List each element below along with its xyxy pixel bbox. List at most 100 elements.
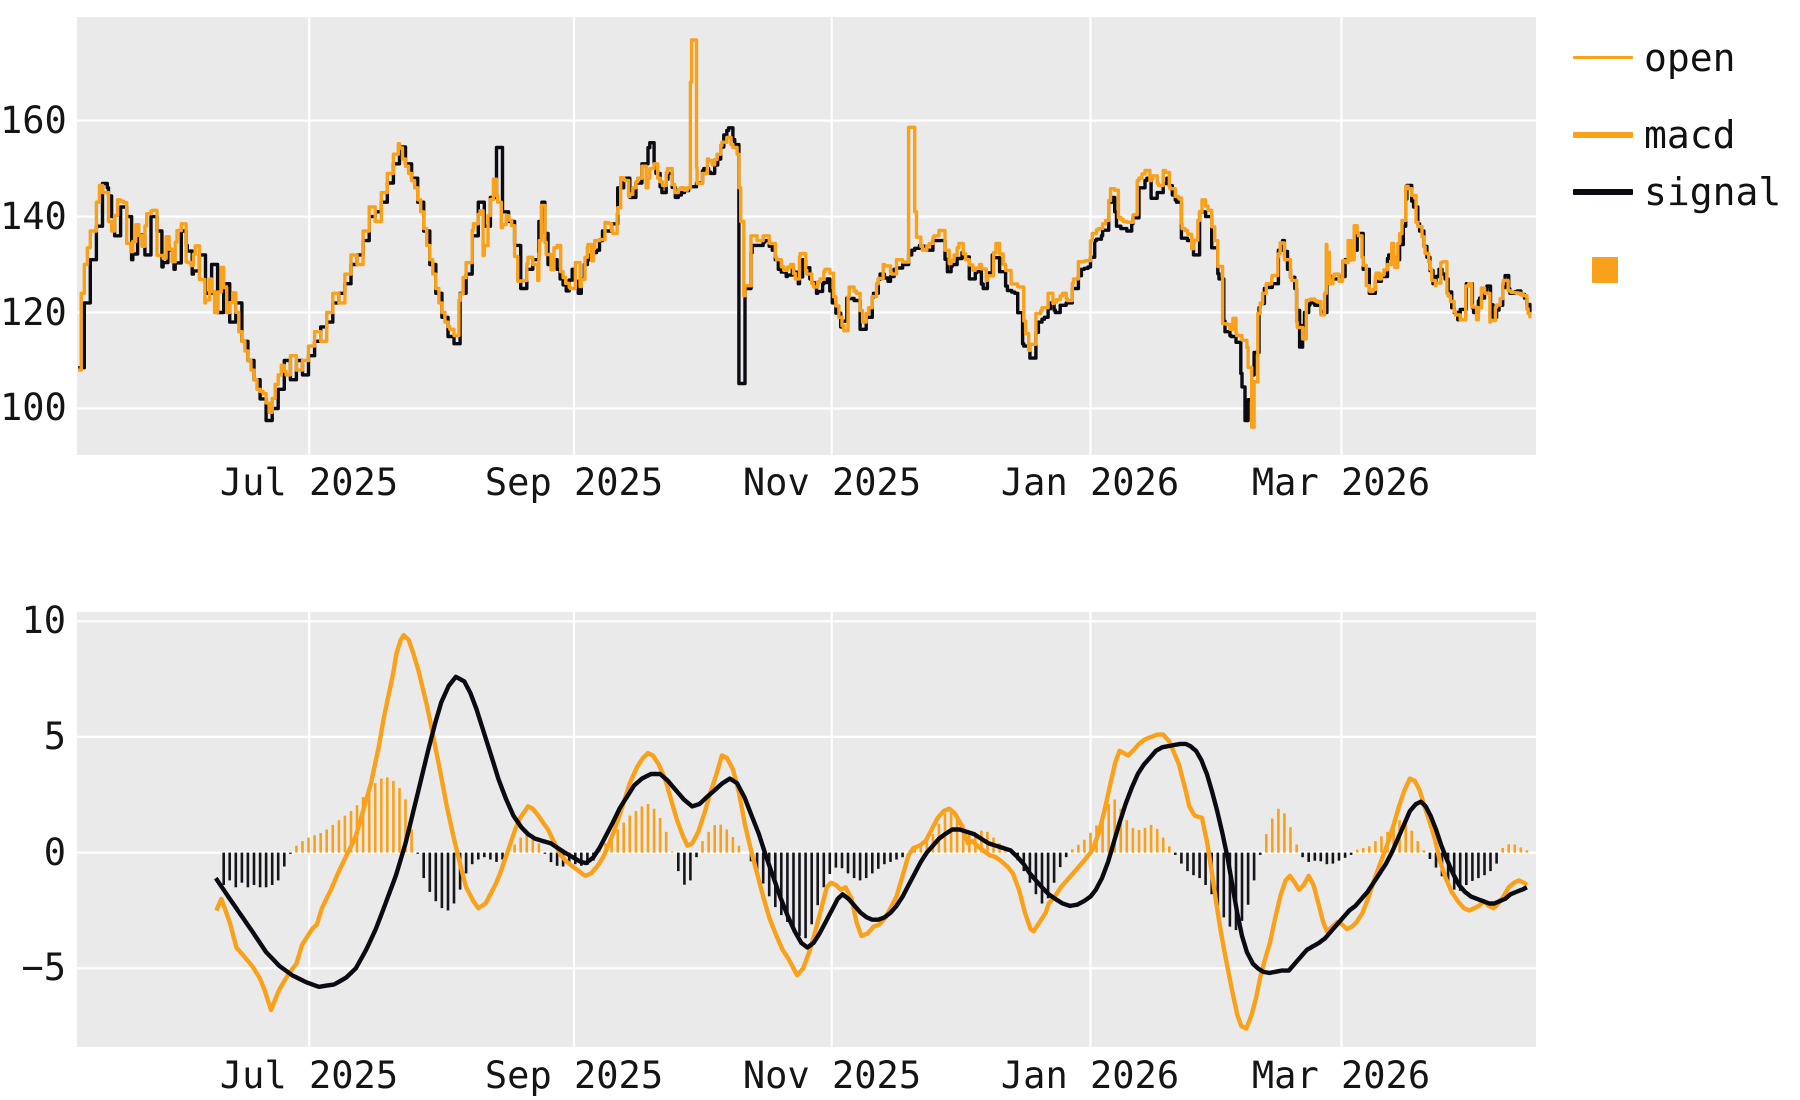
histogram-bar-negative: [555, 852, 559, 866]
histogram-bar-negative: [858, 852, 862, 881]
histogram-bar-negative: [477, 852, 480, 860]
histogram-bar-positive: [1277, 808, 1280, 853]
histogram-bar-negative: [1198, 852, 1201, 879]
histogram-bar-negative: [895, 852, 898, 860]
histogram-bar-negative: [1180, 852, 1183, 864]
histogram-bar-positive: [1525, 850, 1529, 853]
histogram-bar-negative: [258, 852, 262, 888]
x-tick-label: Jan 2026: [1000, 461, 1180, 504]
x-tick-label: Jul 2025: [219, 1054, 399, 1097]
histogram-bar-negative: [1337, 852, 1341, 861]
histogram-bar-positive: [1265, 834, 1268, 853]
histogram-bar-positive: [664, 831, 668, 853]
histogram-bar-positive: [707, 831, 710, 853]
histogram-bar-positive: [295, 845, 298, 853]
legend: open macd signal: [1560, 0, 1800, 320]
histogram-bar-negative: [1428, 852, 1432, 859]
histogram-bar-positive: [1083, 839, 1086, 853]
histogram-bar-positive: [1168, 846, 1171, 853]
y-tick-label: −5: [21, 946, 66, 989]
histogram-bar-positive: [719, 824, 722, 853]
histogram-bar-negative: [1222, 852, 1226, 918]
histogram-bar-positive: [386, 777, 389, 853]
x-tick-label: Mar 2026: [1251, 461, 1431, 504]
histogram-bar-positive: [925, 842, 929, 853]
histogram-bar-negative: [846, 852, 850, 874]
histogram-bar-negative: [1301, 852, 1304, 858]
histogram-bar-negative: [270, 852, 274, 885]
histogram-bar-positive: [731, 837, 735, 853]
histogram-bar-positive: [652, 808, 656, 853]
histogram-bar-negative: [1052, 852, 1056, 883]
histogram-bar-negative: [871, 852, 874, 874]
histogram-bar-positive: [1149, 824, 1153, 853]
histogram-bar-positive: [331, 824, 335, 853]
histogram-bar-negative: [792, 852, 795, 929]
histogram-bar-negative: [1495, 852, 1498, 864]
histogram-bar-positive: [380, 778, 383, 853]
histogram-bar-negative: [489, 852, 492, 860]
histogram-bar-positive: [628, 815, 632, 853]
histogram-bar-negative: [1204, 852, 1207, 885]
histogram-bar-positive: [1071, 849, 1074, 853]
histogram-bar-positive: [670, 851, 674, 853]
y-tick-label: 140: [0, 195, 67, 238]
macd-plot-area: [77, 612, 1536, 1047]
histogram-bar-positive: [1422, 850, 1426, 853]
histogram-bar-negative: [1174, 852, 1177, 855]
histogram-bar-negative: [1458, 852, 1462, 891]
histogram-bar-positive: [1501, 848, 1504, 853]
histogram-bar-negative: [434, 852, 438, 902]
histogram-bar-negative: [416, 852, 419, 854]
histogram-bar-negative: [495, 852, 498, 862]
histogram-bar-negative: [428, 852, 432, 892]
histogram-bar-negative: [1064, 852, 1068, 858]
histogram-bar-negative: [780, 852, 783, 916]
open-line-swatch: [1573, 56, 1633, 59]
histogram-bar-negative: [228, 852, 231, 881]
histogram-bar-negative: [586, 852, 589, 865]
histogram-bar-negative: [822, 852, 826, 888]
macd-line-swatch: [1573, 132, 1633, 138]
histogram-bar-negative: [877, 852, 880, 869]
histogram-bar-negative: [1216, 852, 1220, 906]
gridlines: [77, 17, 1536, 455]
histogram-bar-negative: [1040, 852, 1044, 904]
histogram-bar-positive: [622, 822, 625, 853]
histogram-bar-positive: [1119, 808, 1123, 853]
histogram-bar-negative: [828, 852, 832, 874]
histogram-bar-positive: [1355, 849, 1359, 853]
histogram-bar-positive: [1125, 820, 1129, 853]
histogram-bar-positive: [361, 797, 365, 853]
histogram-bar-negative: [804, 852, 807, 939]
histogram-bar-negative: [1483, 852, 1486, 876]
histogram-bar-positive: [410, 829, 413, 853]
price-plot-area: [77, 17, 1536, 455]
histogram-bar-positive: [392, 780, 395, 853]
histogram-bar-positive: [713, 824, 716, 853]
histogram-bar-positive: [961, 824, 965, 853]
x-tick-label: Jan 2026: [1000, 1054, 1180, 1097]
histogram-bar-positive: [1380, 836, 1383, 853]
histogram-bar-positive: [919, 846, 923, 853]
legend-label: open: [1644, 36, 1736, 80]
histogram-bar-positive: [1271, 818, 1274, 853]
histogram-bar-negative: [240, 852, 244, 883]
histogram-bar-negative: [283, 852, 286, 867]
histogram-bar-positive: [1416, 841, 1420, 853]
histogram-bar-negative: [1028, 852, 1032, 883]
histogram-bar-positive: [1155, 828, 1159, 853]
histogram-bar-positive: [658, 817, 662, 853]
histogram-bar-negative: [1465, 852, 1468, 885]
histogram-bar-positive: [980, 830, 983, 853]
signal-line-swatch: [1573, 189, 1633, 195]
histogram-bar-positive: [1077, 844, 1080, 853]
signal-line: [213, 674, 1528, 989]
histogram-bar-negative: [1034, 852, 1038, 895]
histogram-bar-positive: [404, 799, 407, 853]
histogram-bar-negative: [264, 852, 268, 888]
histogram-bar-negative: [852, 852, 856, 879]
histogram-bar-negative: [1307, 852, 1310, 862]
histogram-bar-positive: [1368, 846, 1371, 853]
